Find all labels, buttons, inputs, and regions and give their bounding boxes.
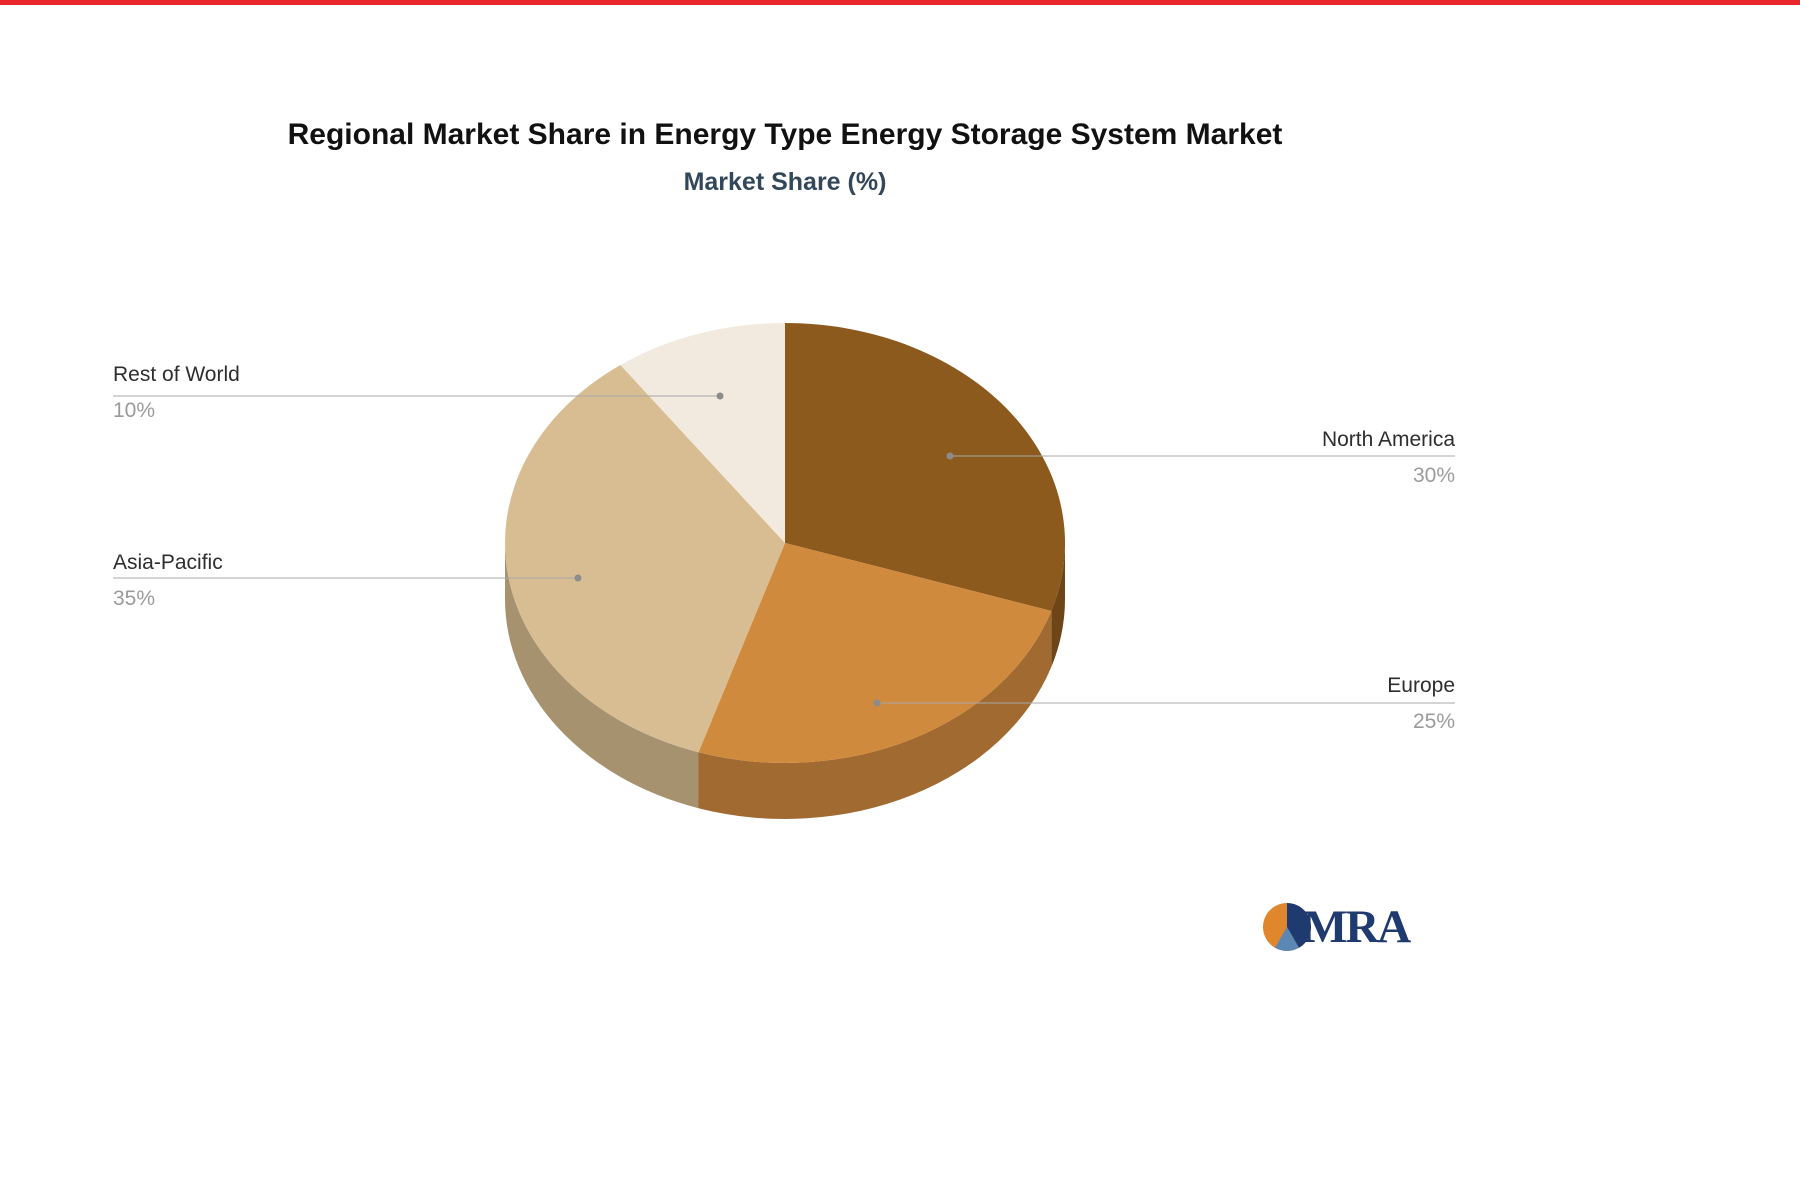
chart-title: Regional Market Share in Energy Type Ene… xyxy=(287,118,1283,151)
slice-label-asia-pacific: Asia-Pacific xyxy=(113,551,223,574)
pie-slice-side xyxy=(698,611,1052,819)
slice-label-europe: Europe xyxy=(1387,674,1455,697)
pie-slice xyxy=(785,323,1066,611)
pie-slice-side xyxy=(1051,543,1065,667)
logo-text: MRA xyxy=(1303,901,1411,953)
slice-label-north-america: North America xyxy=(1321,428,1455,451)
chart-subtitle: Market Share (%) xyxy=(683,168,887,196)
pie-slice xyxy=(620,323,785,543)
slice-percent-europe: 25% xyxy=(1412,710,1455,733)
slice-label-rest-of-world: Rest of World xyxy=(113,363,240,386)
pie-slice xyxy=(698,543,1052,763)
slice-percent-rest-of-world: 10% xyxy=(113,399,156,422)
logo-pie-icon xyxy=(1263,903,1312,952)
callout-north-america: North America 30% xyxy=(1322,426,1455,490)
slice-percent-north-america: 30% xyxy=(1412,464,1455,487)
leader-dot xyxy=(574,574,582,582)
logo: MRA xyxy=(1262,900,1411,954)
logo-wedge-navy xyxy=(1287,903,1312,948)
leader-dot xyxy=(873,699,881,707)
logo-wedge-blue xyxy=(1275,927,1299,952)
pie-slice xyxy=(505,365,785,753)
pie-slice-side xyxy=(505,543,699,809)
leader-dot xyxy=(946,452,954,460)
top-accent-bar xyxy=(0,0,1800,5)
callout-europe: Europe 25% xyxy=(1387,672,1455,736)
slice-percent-asia-pacific: 35% xyxy=(113,587,156,610)
leader-dot xyxy=(716,392,724,400)
callout-rest-of-world: Rest of World 10% xyxy=(113,361,240,425)
callout-asia-pacific: Asia-Pacific 35% xyxy=(113,549,223,613)
